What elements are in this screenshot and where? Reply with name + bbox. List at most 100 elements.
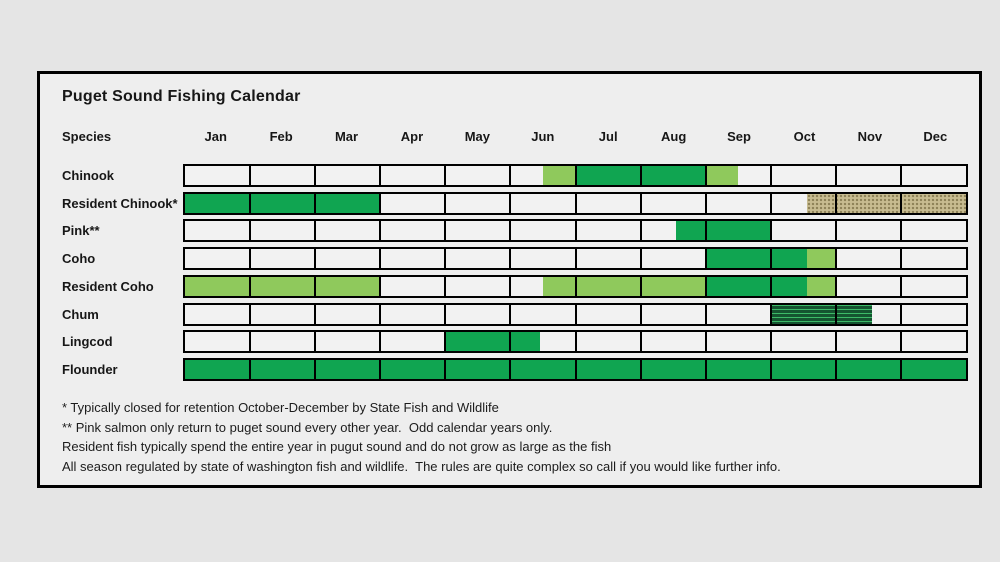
month-divider [314,194,317,213]
month-divider [249,194,252,213]
season-bar [183,303,968,326]
month-divider [639,249,642,268]
month-header-label: May [464,129,491,144]
month-divider [314,360,317,379]
month-header-label: Feb [269,129,293,144]
month-divider [444,332,447,351]
month-divider [704,360,707,379]
month-divider [639,360,642,379]
month-divider [769,277,772,296]
month-divider [769,166,772,185]
month-divider [639,305,642,324]
month-divider [379,360,382,379]
species-label: Resident Coho [62,279,154,294]
month-divider [834,194,837,213]
month-divider [899,277,902,296]
month-divider [444,166,447,185]
month-divider [509,221,512,240]
season-segment [705,166,739,185]
calendar-panel: Puget Sound Fishing Calendar Species Jan… [37,71,982,488]
season-segment [676,221,771,240]
season-segment [445,332,540,351]
season-segment [705,277,807,296]
month-divider [314,249,317,268]
month-divider [379,332,382,351]
month-divider [704,249,707,268]
season-bar [183,330,968,353]
month-divider [899,305,902,324]
month-divider [574,332,577,351]
season-bar [183,219,968,242]
month-header-label: Sep [727,129,751,144]
month-divider [639,221,642,240]
month-divider [574,166,577,185]
month-divider [444,277,447,296]
season-segment [542,166,576,185]
footnote-line: ** Pink salmon only return to puget soun… [62,419,553,435]
month-header-label: Jun [531,129,555,144]
month-divider [444,360,447,379]
species-label: Resident Chinook* [62,196,178,211]
month-divider [444,249,447,268]
month-divider [379,166,382,185]
month-divider [834,360,837,379]
month-divider [704,166,707,185]
month-divider [249,360,252,379]
month-header-label: Oct [793,129,816,144]
season-segment [542,277,706,296]
month-divider [509,305,512,324]
species-label: Chinook [62,168,114,183]
month-divider [834,166,837,185]
month-divider [639,277,642,296]
month-header-label: Dec [923,129,948,144]
footnote-line: Resident fish typically spend the entire… [62,439,612,455]
footnote-line: All season regulated by state of washing… [62,458,781,474]
month-divider [574,194,577,213]
month-divider [769,305,772,324]
species-label: Flounder [62,362,118,377]
species-label: Chum [62,307,99,322]
month-divider [509,360,512,379]
season-bar [183,247,968,270]
month-divider [769,194,772,213]
month-header-label: Mar [334,129,359,144]
month-divider [379,221,382,240]
species-label: Coho [62,251,96,266]
season-segment [185,277,381,296]
month-divider [899,360,902,379]
month-divider [444,194,447,213]
month-divider [379,194,382,213]
month-divider [769,249,772,268]
month-divider [769,360,772,379]
month-divider [509,277,512,296]
month-divider [574,305,577,324]
month-divider [834,221,837,240]
month-divider [314,166,317,185]
species-label: Pink** [62,223,100,238]
month-divider [834,249,837,268]
month-header-label: Nov [857,129,883,144]
month-divider [574,221,577,240]
month-divider [444,221,447,240]
month-divider [704,305,707,324]
season-segment [770,305,872,324]
season-segment [806,249,836,268]
month-divider [314,332,317,351]
month-header-label: Aug [660,129,687,144]
month-divider [899,249,902,268]
season-bar [183,358,968,381]
species-label: Lingcod [62,334,113,349]
month-divider [249,221,252,240]
month-divider [249,277,252,296]
month-divider [899,332,902,351]
month-divider [509,249,512,268]
month-divider [509,332,512,351]
month-divider [769,332,772,351]
season-bar [183,164,968,187]
month-divider [314,305,317,324]
month-divider [574,249,577,268]
month-divider [574,360,577,379]
month-divider [249,332,252,351]
month-divider [314,277,317,296]
